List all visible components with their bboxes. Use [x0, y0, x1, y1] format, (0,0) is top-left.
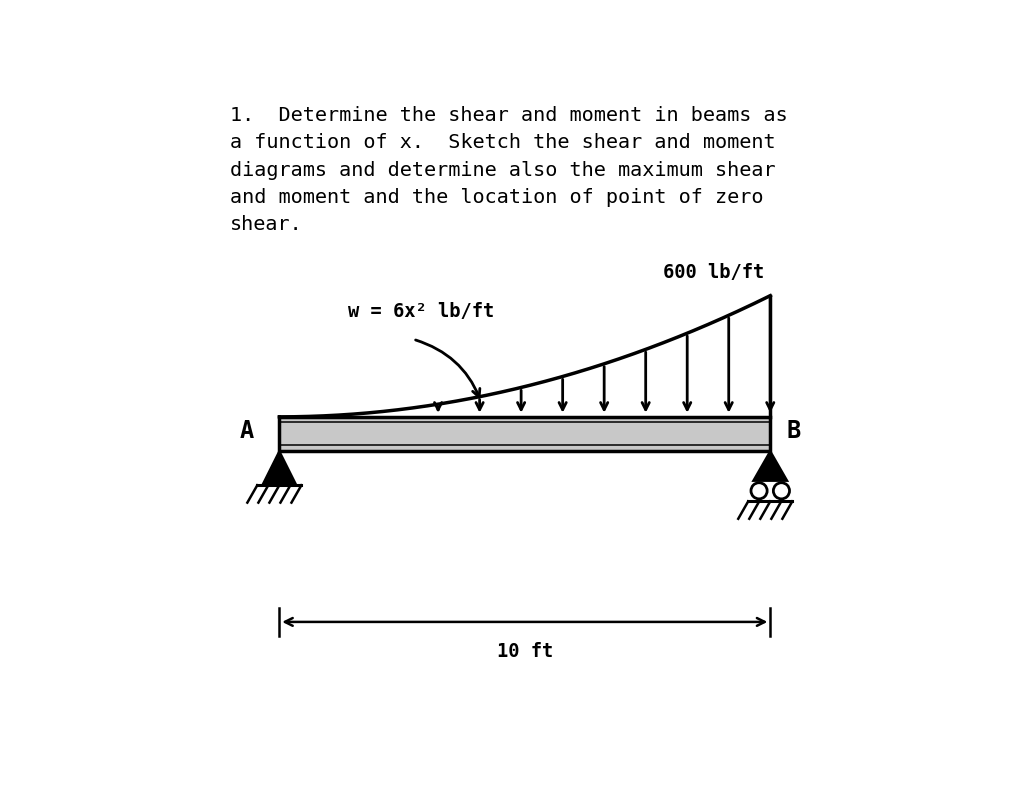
Text: B: B — [786, 420, 801, 444]
Polygon shape — [754, 451, 787, 481]
Text: 600 lb/ft: 600 lb/ft — [663, 263, 764, 282]
Polygon shape — [280, 417, 770, 451]
Text: 10 ft: 10 ft — [497, 642, 553, 661]
Text: A: A — [240, 420, 254, 444]
Text: w = 6x² lb/ft: w = 6x² lb/ft — [348, 302, 494, 320]
Text: 1.  Determine the shear and moment in beams as
a function of x.  Sketch the shea: 1. Determine the shear and moment in bea… — [229, 107, 787, 234]
Polygon shape — [262, 451, 296, 485]
